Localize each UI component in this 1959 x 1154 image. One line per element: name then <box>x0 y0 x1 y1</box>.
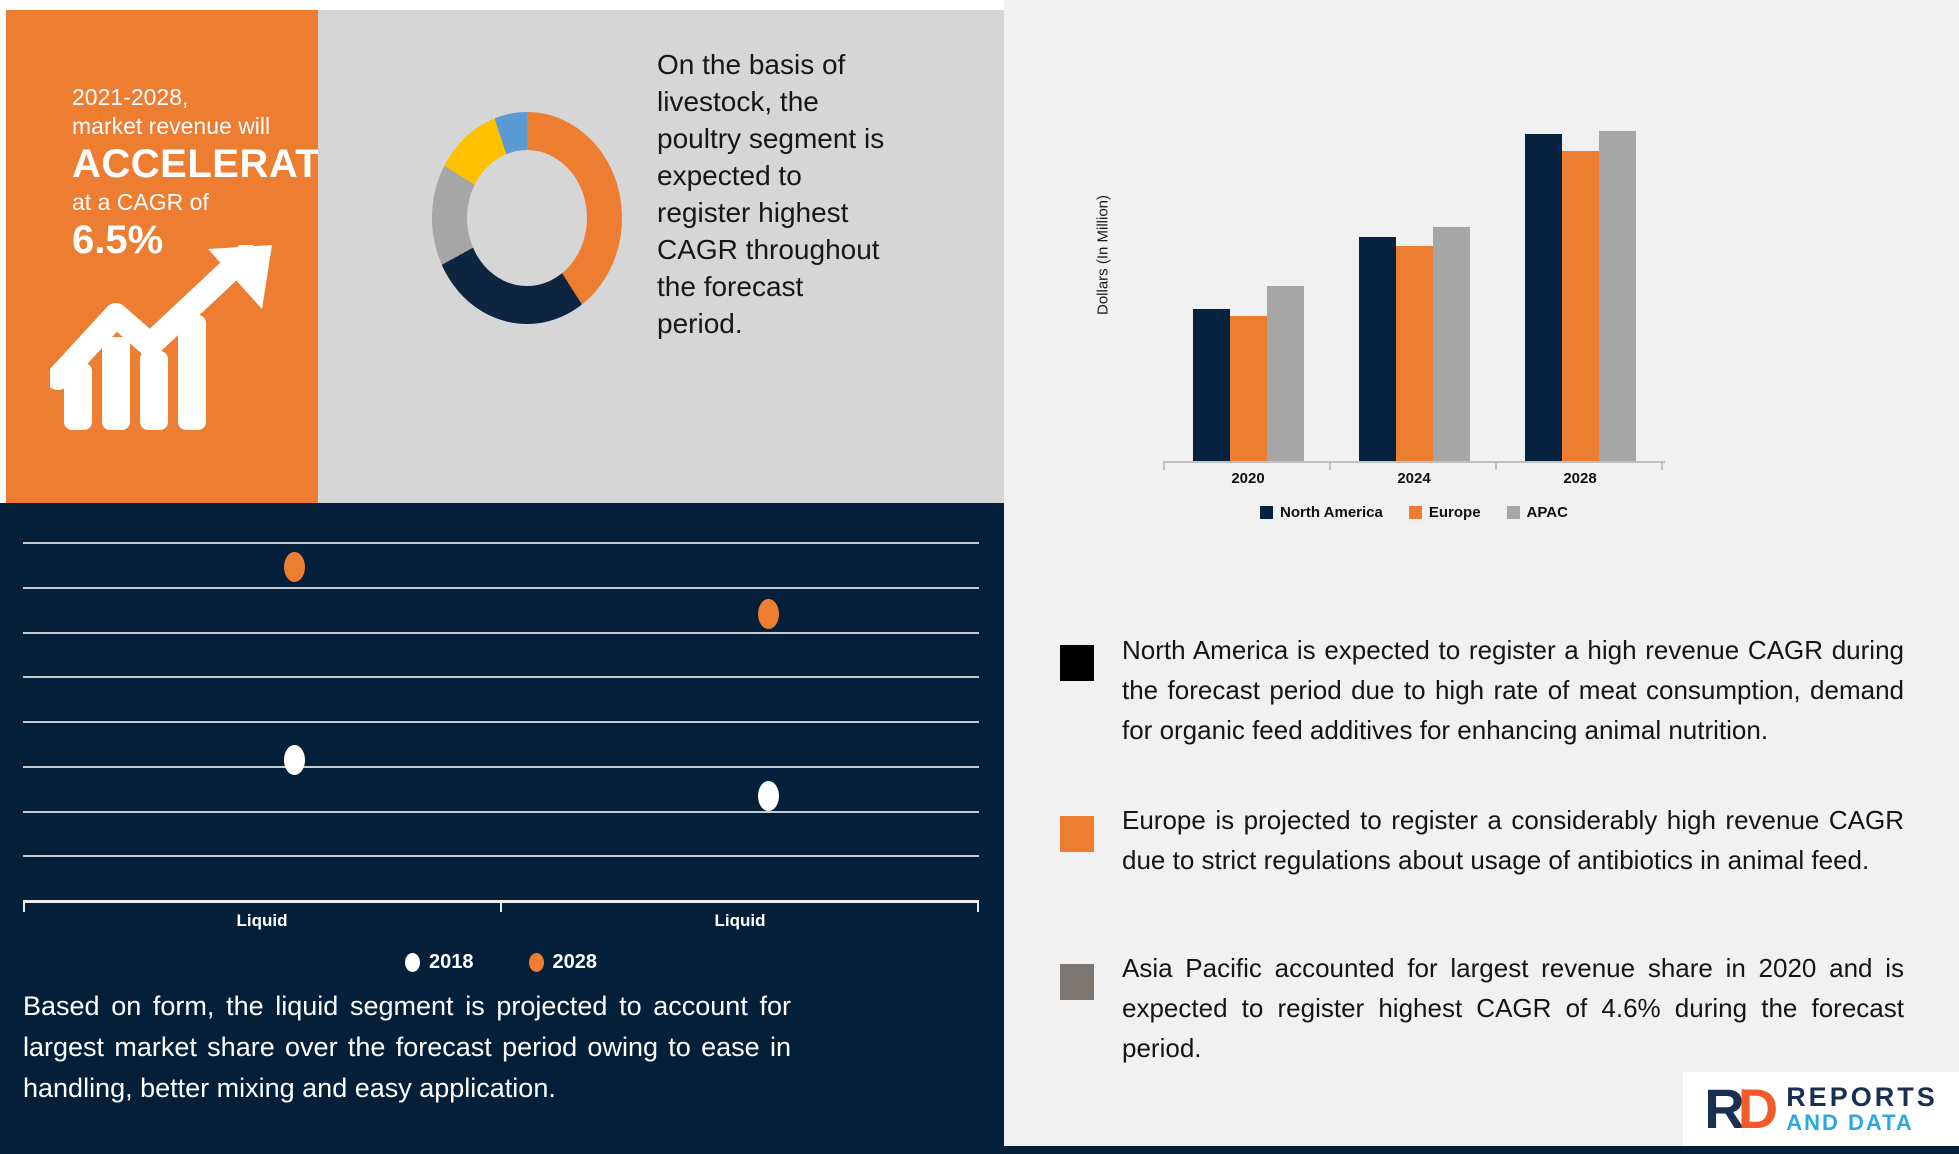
bar-north-america-2020 <box>1192 309 1230 461</box>
accelerate-line-years: 2021-2028, <box>72 84 189 110</box>
form-x-axis <box>23 900 979 912</box>
insight-text-north-america: North America is expected to register a … <box>1122 635 1904 745</box>
axis-tick <box>1329 463 1331 470</box>
bar-europe-2020 <box>1229 316 1267 461</box>
legend-dot-orange-icon <box>528 953 544 972</box>
form-chart-legend: 2018 2028 <box>23 951 979 974</box>
gridline <box>23 811 979 813</box>
bar-chart-legend: North America Europe APAC <box>1163 504 1665 521</box>
gridline <box>23 632 979 634</box>
gridline <box>23 855 979 857</box>
regional-bar-chart <box>1165 121 1663 461</box>
bar-apac-2020 <box>1266 286 1304 461</box>
gridline <box>23 721 979 723</box>
livestock-donut-chart <box>432 112 622 324</box>
legend-swatch-gray-icon <box>1506 506 1520 519</box>
accelerate-emphasis: ACCELERATE <box>72 142 348 186</box>
logo-line-reports: REPORTS <box>1786 1081 1938 1112</box>
bar-north-america-2024 <box>1358 237 1396 461</box>
bar-chart-y-axis-label: Dollars (In Million) <box>1094 194 1112 316</box>
legend-item-north-america: North America <box>1260 504 1383 521</box>
gridline <box>23 542 979 544</box>
growth-arrow-chart-icon <box>50 245 272 430</box>
legend-label: North America <box>1280 504 1383 521</box>
axis-tick <box>1163 463 1165 470</box>
dot-2028-liquid-1 <box>284 552 305 582</box>
dot-2028-liquid-2 <box>758 599 779 629</box>
form-insight-text: Based on form, the liquid segment is pro… <box>23 991 791 1103</box>
bar-chart-x-axis <box>1163 461 1665 470</box>
form-panel: Liquid Liquid 2018 2028 Based on form, t… <box>0 503 1004 1154</box>
logo-line-and-data: AND DATA <box>1786 1109 1914 1135</box>
form-category-liquid-1: Liquid <box>236 911 288 930</box>
legend-item-apac: APAC <box>1506 504 1568 521</box>
bar-apac-2024 <box>1432 227 1470 461</box>
livestock-card: On the basis of livestock, the poultry s… <box>318 10 1004 503</box>
bar-xtick-2028: 2028 <box>1563 470 1597 487</box>
axis-tick <box>1495 463 1497 470</box>
livestock-insight-text: On the basis of livestock, the poultry s… <box>657 49 885 339</box>
insight-marker-asia-pacific <box>1060 964 1094 1000</box>
legend-label: Europe <box>1428 504 1481 521</box>
logo-letter-r: R <box>1704 1077 1745 1140</box>
logo-wordmark: REPORTS AND DATA <box>1786 1081 1938 1135</box>
dot-2018-liquid-1 <box>284 745 305 775</box>
right-panel: Dollars (In Million) 2020 2024 2028 Nort… <box>1004 0 1959 1146</box>
accelerate-line-revenue: market revenue will <box>72 113 271 139</box>
legend-item-europe: Europe <box>1408 504 1481 521</box>
reports-and-data-logo: R D REPORTS AND DATA <box>1683 1072 1959 1146</box>
insight-marker-europe <box>1060 816 1094 852</box>
bar-xtick-2024: 2024 <box>1397 470 1431 487</box>
bar-europe-2028 <box>1561 151 1599 461</box>
form-category-liquid-2: Liquid <box>714 911 766 930</box>
bottom-navy-strip <box>1004 1146 1959 1154</box>
gridline <box>23 676 979 678</box>
axis-tick <box>977 903 979 912</box>
donut-hole <box>467 150 587 286</box>
gridline <box>23 766 979 768</box>
accelerate-line-cagr: at a CAGR of <box>72 189 209 215</box>
legend-dot-white-icon <box>405 953 420 972</box>
legend-item-2018: 2018 <box>405 951 474 974</box>
legend-swatch-navy-icon <box>1260 506 1274 519</box>
form-dot-plot <box>23 542 979 900</box>
bar-europe-2024 <box>1395 246 1433 461</box>
legend-label: 2028 <box>552 951 598 973</box>
logo-letter-d: D <box>1737 1077 1779 1140</box>
dot-2018-liquid-2 <box>758 781 779 811</box>
bar-north-america-2028 <box>1524 134 1562 461</box>
axis-tick <box>23 903 25 912</box>
axis-tick <box>1661 463 1663 470</box>
gridline <box>23 587 979 589</box>
insight-text-asia-pacific: Asia Pacific accounted for largest reven… <box>1122 953 1904 1063</box>
legend-label: 2018 <box>429 951 474 973</box>
accelerate-text-block: 2021-2028, market revenue will ACCELERAT… <box>72 83 347 262</box>
insight-marker-north-america <box>1060 645 1094 681</box>
legend-label: APAC <box>1526 504 1568 521</box>
bar-xtick-2020: 2020 <box>1231 470 1265 487</box>
accelerate-card: 2021-2028, market revenue will ACCELERAT… <box>6 10 347 503</box>
legend-item-2028: 2028 <box>528 951 598 974</box>
rd-logo-mark-icon: R D <box>1704 1081 1778 1137</box>
axis-tick <box>500 903 502 912</box>
accelerate-cagr-value: 6.5% <box>72 218 164 262</box>
insight-text-europe: Europe is projected to register a consid… <box>1122 805 1904 875</box>
bar-apac-2028 <box>1598 131 1636 461</box>
legend-swatch-orange-icon <box>1408 506 1422 519</box>
